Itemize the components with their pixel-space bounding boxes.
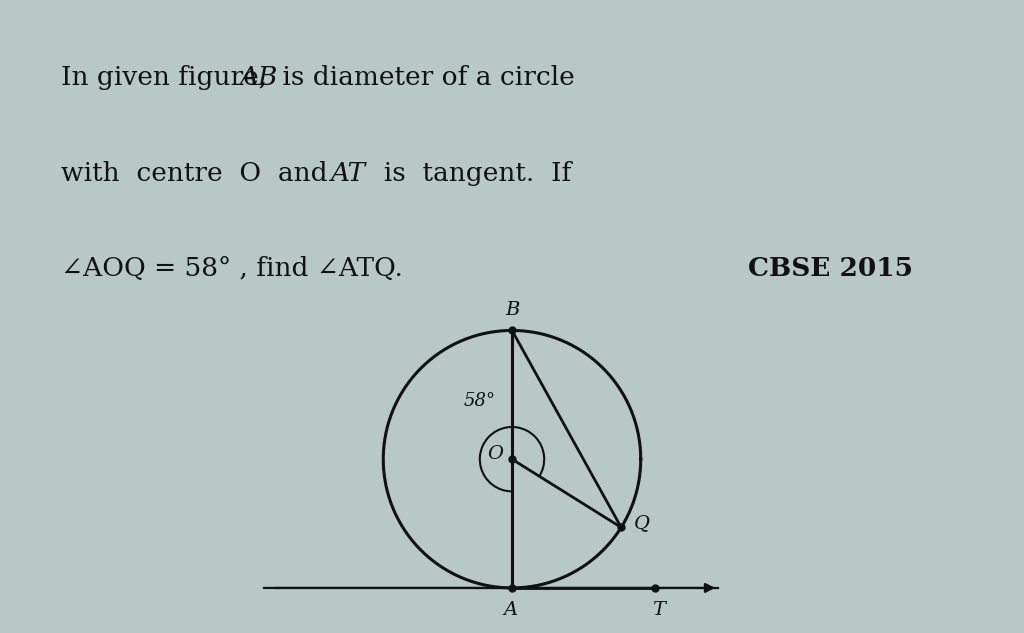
Text: AT: AT bbox=[330, 161, 365, 185]
Text: O: O bbox=[487, 445, 503, 463]
Text: is  tangent.  If: is tangent. If bbox=[367, 161, 570, 185]
Text: is diameter of a circle: is diameter of a circle bbox=[274, 65, 575, 90]
Text: Q: Q bbox=[634, 515, 650, 532]
Text: 58°: 58° bbox=[464, 392, 496, 410]
Text: A: A bbox=[504, 601, 518, 619]
Text: with  centre  O  and: with centre O and bbox=[61, 161, 345, 185]
Text: In given figure,: In given figure, bbox=[61, 65, 275, 90]
Text: ∠AOQ = 58° , find ∠ATQ.: ∠AOQ = 58° , find ∠ATQ. bbox=[61, 256, 403, 282]
Text: T: T bbox=[652, 601, 666, 619]
Text: B: B bbox=[505, 301, 519, 319]
Text: AB: AB bbox=[239, 65, 276, 90]
Text: CBSE 2015: CBSE 2015 bbox=[748, 256, 912, 282]
